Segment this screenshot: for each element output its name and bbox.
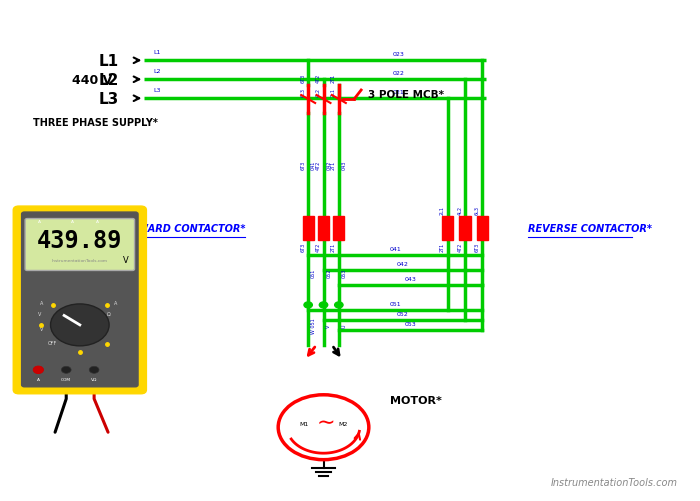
Bar — [318, 216, 329, 240]
Text: Ω: Ω — [107, 312, 111, 317]
Text: 053: 053 — [342, 268, 346, 278]
Circle shape — [304, 302, 312, 308]
Circle shape — [335, 302, 343, 308]
Circle shape — [62, 367, 71, 374]
Text: 042: 042 — [397, 262, 409, 267]
Bar — [333, 216, 344, 240]
Bar — [442, 216, 453, 240]
Text: VΩ: VΩ — [91, 378, 97, 382]
Text: 440 V: 440 V — [72, 74, 112, 87]
Circle shape — [34, 367, 43, 374]
Text: FORWARD CONTACTOR*: FORWARD CONTACTOR* — [115, 223, 246, 233]
Text: M2: M2 — [338, 421, 348, 426]
Text: A: A — [71, 219, 74, 223]
Text: A: A — [114, 300, 118, 305]
Circle shape — [319, 302, 328, 308]
Text: V: V — [122, 256, 128, 265]
Text: 2L1: 2L1 — [440, 205, 444, 214]
Text: 2T1: 2T1 — [331, 160, 336, 169]
Text: 051: 051 — [311, 268, 316, 278]
Text: M1: M1 — [300, 421, 309, 426]
Text: 6L3: 6L3 — [475, 205, 480, 214]
Text: 023: 023 — [393, 52, 405, 57]
Text: 2L1: 2L1 — [342, 217, 346, 226]
Text: L1: L1 — [153, 50, 161, 55]
Text: 041: 041 — [311, 160, 316, 169]
FancyBboxPatch shape — [22, 212, 138, 387]
Text: L3: L3 — [98, 92, 118, 107]
Text: W 051: W 051 — [311, 317, 316, 333]
Text: $\sim$: $\sim$ — [312, 411, 335, 431]
Text: 4L2: 4L2 — [457, 205, 462, 214]
Text: A: A — [38, 219, 41, 223]
Text: 6T3: 6T3 — [300, 74, 305, 83]
Text: 4T2: 4T2 — [316, 242, 321, 252]
Text: A: A — [96, 219, 99, 223]
FancyBboxPatch shape — [25, 219, 134, 271]
Text: 439.89: 439.89 — [37, 228, 122, 252]
Circle shape — [50, 304, 109, 346]
Text: REVERSE CONTACTOR*: REVERSE CONTACTOR* — [528, 223, 652, 233]
Text: L3: L3 — [153, 88, 161, 93]
Text: 041: 041 — [389, 246, 401, 252]
Text: L1: L1 — [99, 54, 118, 69]
Text: 6T3: 6T3 — [300, 160, 305, 169]
Text: 2T1: 2T1 — [440, 242, 444, 252]
Text: 043: 043 — [405, 277, 416, 282]
Text: U: U — [342, 324, 346, 327]
Text: 052: 052 — [397, 311, 409, 316]
Text: OFF: OFF — [48, 340, 57, 345]
Text: 052: 052 — [326, 268, 331, 278]
Text: L2: L2 — [153, 69, 161, 74]
Bar — [459, 216, 470, 240]
Text: 4T2: 4T2 — [316, 74, 321, 83]
Text: 2L1: 2L1 — [331, 88, 336, 97]
Text: 051: 051 — [389, 301, 401, 306]
Text: 4T2: 4T2 — [457, 242, 462, 252]
Circle shape — [89, 367, 99, 374]
Text: A: A — [37, 378, 40, 382]
Text: COM: COM — [61, 378, 71, 382]
Text: 4T2: 4T2 — [316, 160, 321, 169]
Text: 2T1: 2T1 — [331, 74, 336, 83]
Circle shape — [34, 367, 43, 374]
Text: 6T3: 6T3 — [475, 242, 480, 252]
Text: 6L3: 6L3 — [311, 217, 316, 226]
Text: InstrumentationTools.com: InstrumentationTools.com — [551, 477, 678, 487]
Text: V: V — [326, 324, 331, 327]
Text: 042: 042 — [326, 160, 331, 169]
Text: 6T3: 6T3 — [300, 242, 305, 252]
Text: V: V — [38, 312, 41, 317]
Text: 043: 043 — [342, 160, 346, 169]
Text: L2: L2 — [98, 73, 118, 88]
Text: 3 POLE MCB*: 3 POLE MCB* — [368, 90, 444, 100]
Text: 053: 053 — [405, 321, 416, 326]
Text: 4L2: 4L2 — [316, 88, 321, 97]
Text: V: V — [40, 327, 43, 332]
Text: 4L2: 4L2 — [326, 217, 331, 226]
Bar — [302, 216, 314, 240]
Text: MOTOR*: MOTOR* — [390, 395, 442, 405]
Text: 6L3: 6L3 — [300, 88, 305, 97]
Text: THREE PHASE SUPPLY*: THREE PHASE SUPPLY* — [33, 118, 158, 128]
Text: InstrumentationTools.com: InstrumentationTools.com — [52, 259, 108, 263]
Text: 022: 022 — [393, 71, 405, 76]
FancyBboxPatch shape — [13, 206, 146, 394]
Bar — [477, 216, 488, 240]
Text: A: A — [40, 300, 43, 305]
Text: 2T1: 2T1 — [331, 242, 336, 252]
Text: 021: 021 — [393, 90, 405, 95]
